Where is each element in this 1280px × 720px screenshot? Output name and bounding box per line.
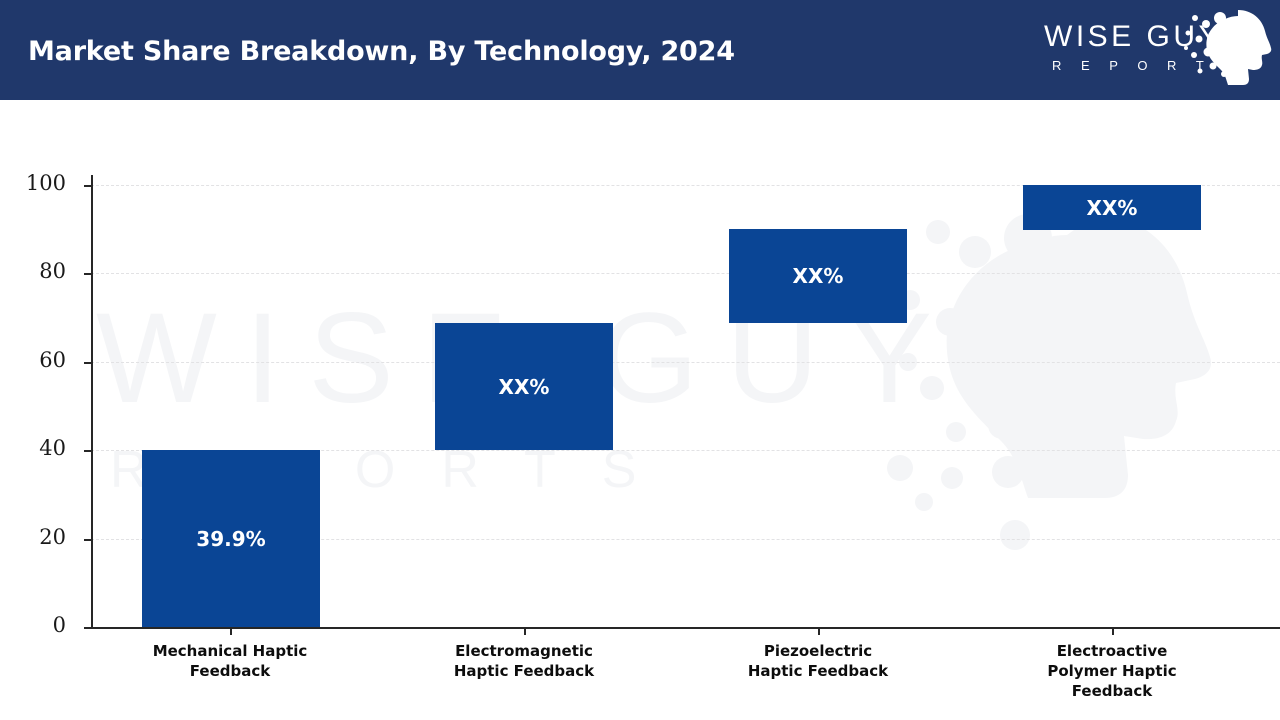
header-bar: Market Share Breakdown, By Technology, 2… (0, 0, 1280, 100)
y-tick-40 (84, 450, 91, 452)
bar-value-label-2: XX% (792, 264, 844, 288)
gridline-40 (91, 450, 1280, 451)
x-category-label-0-line-1: Feedback (189, 662, 271, 680)
x-category-label-1: Electromagnetic Haptic Feedback (394, 641, 654, 681)
logo-primary-text: WISE GUY (1044, 20, 1223, 53)
y-tick-label-40: 40 (39, 436, 66, 460)
bar-piezoelectric-haptic-feedback[interactable]: XX% (729, 229, 907, 323)
x-category-label-3-line-1: Polymer Haptic (1047, 662, 1177, 680)
y-tick-60 (84, 362, 91, 364)
bar-mechanical-haptic-feedback[interactable]: 39.9% (142, 450, 320, 627)
x-category-label-2: Piezoelectric Haptic Feedback (688, 641, 948, 681)
logo-secondary-text: R E P O R T S (1052, 58, 1240, 73)
head-profile-dots-icon (1184, 10, 1272, 85)
y-tick-label-20: 20 (39, 525, 66, 549)
y-tick-label-60: 60 (39, 348, 66, 372)
y-tick-80 (84, 273, 91, 275)
x-tick-2 (818, 627, 820, 635)
x-category-label-0-line-0: Mechanical Haptic (152, 642, 308, 660)
y-tick-label-100: 100 (25, 171, 66, 195)
x-category-label-3-line-0: Electroactive (1056, 642, 1168, 660)
y-tick-0 (84, 627, 91, 629)
bar-value-label-1: XX% (498, 374, 550, 399)
bar-electroactive-polymer-haptic-feedback[interactable]: XX% (1023, 185, 1201, 230)
bar-value-label-0: 39.9% (196, 526, 266, 551)
y-axis-line (91, 175, 93, 628)
y-tick-100 (84, 185, 91, 187)
x-category-label-2-line-0: Piezoelectric (763, 642, 873, 660)
brand-logo: WISE GUY R E P O R T S (1010, 6, 1272, 94)
x-category-label-2-line-1: Haptic Feedback (747, 662, 889, 680)
x-tick-0 (230, 627, 232, 635)
bar-electromagnetic-haptic-feedback[interactable]: XX% (435, 323, 613, 450)
x-category-label-1-line-1: Haptic Feedback (453, 662, 595, 680)
x-category-label-0: Mechanical Haptic Feedback (100, 641, 360, 681)
x-category-label-3: Electroactive Polymer Haptic Feedback (982, 641, 1242, 701)
chart-plot-area: WISE GUY REPORTS (0, 100, 1280, 720)
x-tick-1 (524, 627, 526, 635)
gridline-80 (91, 273, 1280, 274)
gridline-60 (91, 362, 1280, 363)
y-tick-label-0: 0 (52, 613, 66, 637)
gridline-100 (91, 185, 1280, 186)
x-axis-line (91, 627, 1280, 629)
y-tick-label-80: 80 (39, 259, 66, 283)
x-category-label-3-line-2: Feedback (1071, 682, 1153, 700)
bar-value-label-3: XX% (1086, 195, 1138, 220)
watermark-head-profile-dots-icon (887, 214, 1212, 550)
x-category-label-1-line-0: Electromagnetic (455, 642, 593, 660)
x-tick-3 (1112, 627, 1114, 635)
gridline-20 (91, 539, 1280, 540)
page-title: Market Share Breakdown, By Technology, 2… (28, 36, 735, 67)
y-tick-20 (84, 539, 91, 541)
